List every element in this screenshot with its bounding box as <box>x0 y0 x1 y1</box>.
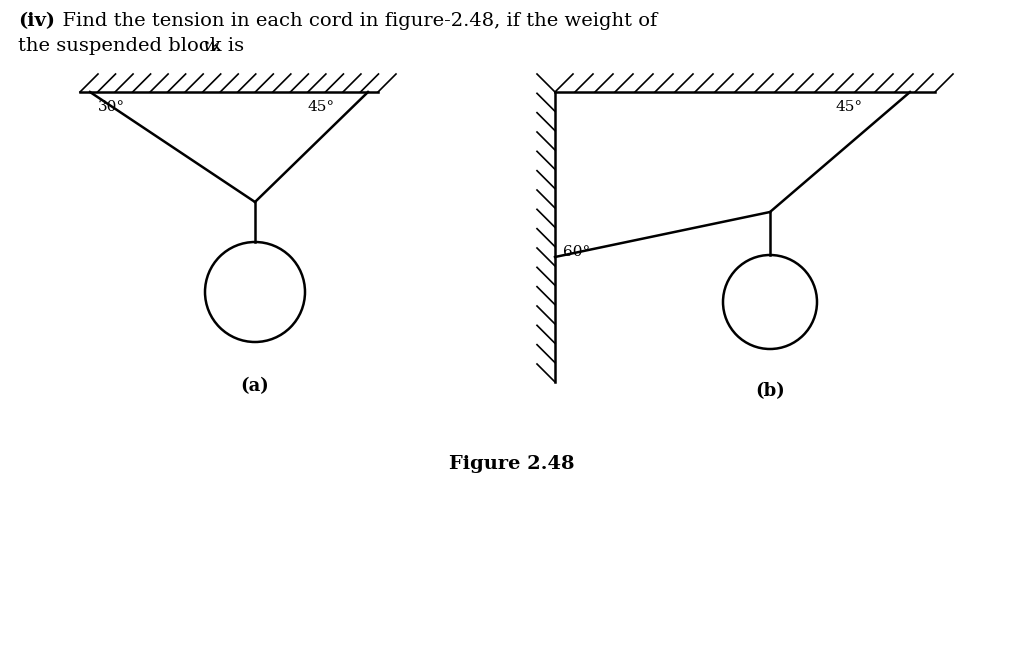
Text: (a): (a) <box>241 377 269 395</box>
Text: Find the tension in each cord in figure-2.48, if the weight of: Find the tension in each cord in figure-… <box>50 12 657 30</box>
Text: 45°: 45° <box>835 100 862 114</box>
Text: the suspended block is: the suspended block is <box>18 37 251 55</box>
Text: Figure 2.48: Figure 2.48 <box>450 455 574 473</box>
Text: .: . <box>215 37 221 55</box>
Text: (iv): (iv) <box>18 12 55 30</box>
Text: (b): (b) <box>755 382 784 400</box>
Text: w: w <box>203 37 220 55</box>
Text: 60°: 60° <box>563 245 590 259</box>
Text: 45°: 45° <box>308 100 335 114</box>
Text: 30°: 30° <box>98 100 125 114</box>
